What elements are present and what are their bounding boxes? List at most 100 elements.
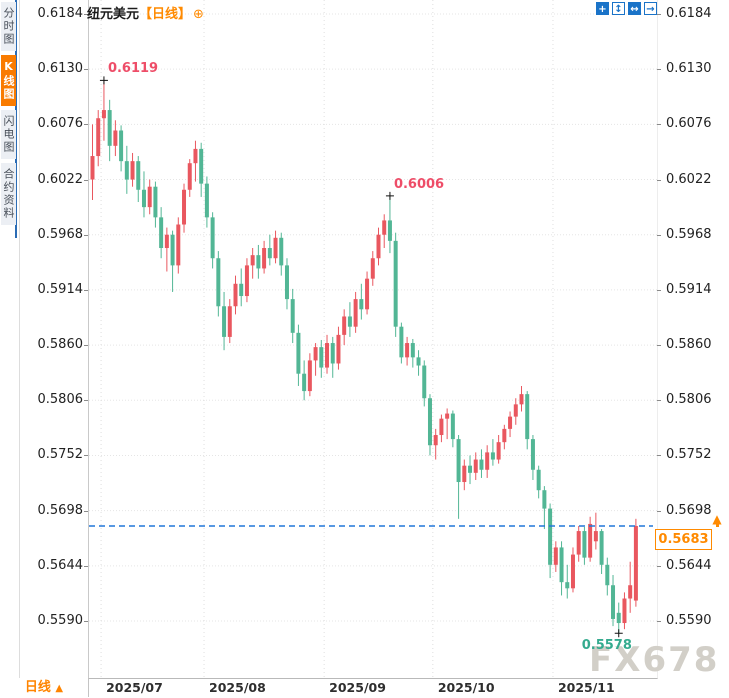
candle [450,410,455,448]
candle [107,99,112,162]
y-axis-tick [657,234,661,236]
candlestick-chart [89,0,657,678]
x-axis-label: 2025/08 [209,680,266,695]
candle [307,353,312,397]
y-axis-tick [657,565,661,567]
candle [210,212,215,269]
y-axis-tick [84,510,88,512]
candle [445,408,450,440]
x-axis-label: 2025/07 [106,680,163,695]
candle [616,602,621,634]
candle [399,322,404,364]
y-axis-label: 0.5644 [37,557,84,573]
candle [416,350,421,376]
candle [262,240,267,274]
candle [267,234,272,266]
vertical-scale-icon[interactable]: ↕ [612,2,625,15]
period-selector[interactable]: 日线 ▲ [0,679,89,697]
chart-header: 纽元美元【日线】 ⊕ [87,3,204,22]
y-axis-label: 0.5860 [37,337,84,353]
candle [199,142,204,197]
y-axis-label: 0.5914 [37,281,84,297]
candle [525,391,530,450]
candle [96,110,101,167]
y-axis-label: 0.6022 [37,171,84,187]
y-axis-label: 0.5968 [666,226,712,242]
candle [319,339,324,378]
scroll-right-icon[interactable]: → [644,2,657,15]
candle [170,230,175,292]
candle [325,334,330,374]
candle [387,195,392,254]
candle [204,176,209,228]
candle [490,439,495,466]
candle [227,299,232,344]
candle [90,124,95,200]
candle [296,324,301,386]
high-price-annotation: 0.6006 [393,176,445,192]
candle [508,411,513,438]
candle [599,529,604,574]
y-axis-tick [84,455,88,457]
candle [193,140,198,182]
y-axis-tick [657,400,661,402]
price-arrow-stem [715,522,719,527]
candle [222,291,227,351]
horizontal-scale-icon[interactable]: ↔ [628,2,641,15]
y-axis-label: 0.6022 [666,171,712,187]
candlestick-plot-area[interactable] [88,0,658,679]
candle [565,564,570,599]
candle [359,283,364,320]
period-tag: 【日线】 [139,7,192,22]
current-price-label: 0.5683 [655,528,712,550]
candle [427,394,432,456]
candle [530,435,535,480]
low-price-annotation: 0.5578 [581,638,632,654]
y-axis-label: 0.5752 [666,447,712,463]
sidebar-tab-lightning-chart[interactable]: 闪电图 [1,110,16,159]
y-axis-tick [657,621,661,622]
y-axis-tick [84,234,88,236]
candle [588,516,593,562]
candle [302,360,307,401]
y-axis-label: 0.6076 [666,116,712,132]
candle [159,207,164,259]
y-axis-label: 0.6184 [666,6,712,21]
candle [279,232,284,276]
y-axis-tick [657,124,661,126]
candle [244,258,249,303]
add-circle-icon[interactable]: ⊕ [193,7,204,22]
y-axis-tick [657,179,661,181]
candle [633,518,638,607]
y-axis-tick [657,510,661,512]
candle [376,227,381,266]
candle [553,541,558,572]
candle [593,512,598,550]
candle [290,288,295,344]
candle [256,244,261,279]
period-selector-label: 日线 [24,680,51,695]
candle [548,503,553,579]
high-price-annotation: 0.6119 [107,61,159,77]
candle [164,227,169,272]
pan-icon[interactable]: + [596,2,609,15]
sidebar-tab-kline-chart[interactable]: K线图 [1,55,16,106]
candle [456,435,461,519]
x-axis-label: 2025/11 [557,680,615,695]
candle [502,424,507,450]
candle [147,179,152,215]
candle [628,561,633,613]
candle [284,258,289,310]
candle [479,449,484,478]
period-selector-arrow-icon: ▲ [55,683,64,694]
candle [313,343,318,376]
candle [485,445,490,478]
x-axis-label: 2025/10 [437,680,495,695]
sidebar-tab-contract-info[interactable]: 合约资料 [1,163,16,225]
y-axis-tick [84,69,88,71]
candle [113,120,118,157]
x-axis-bar: 日线 ▲ 2025/07 2025/08 2025/09 2025/10 2025/11 [0,679,729,697]
sidebar-tab-time-chart[interactable]: 分时图 [1,2,16,51]
candle [611,575,616,627]
chart-type-tabstrip: 分时图 K线图 闪电图 合约资料 [0,0,17,238]
